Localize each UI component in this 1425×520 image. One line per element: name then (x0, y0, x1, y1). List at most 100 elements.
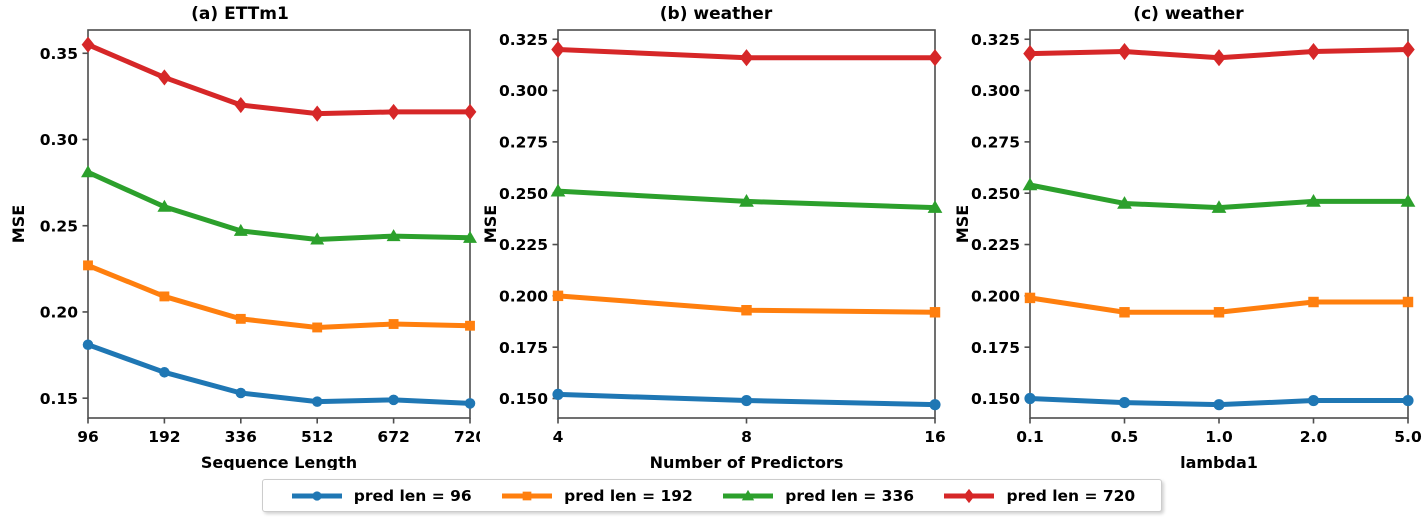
data-point (310, 105, 324, 122)
data-point (552, 290, 564, 302)
data-point (159, 367, 170, 378)
series-line (85, 262, 473, 330)
legend-entry[interactable]: pred len = 336 (720, 486, 914, 506)
data-point (388, 394, 399, 406)
data-point (464, 398, 476, 409)
data-point (463, 103, 477, 120)
data-point (463, 230, 477, 243)
x-axis-title: Sequence Length (201, 453, 357, 470)
panel-a-title: (a) ETTm1 (191, 4, 289, 24)
y-tick-label: 0.250 (499, 185, 548, 203)
x-tick-label: 720 (454, 428, 480, 446)
data-point (1402, 296, 1414, 308)
panel-b-plot: 0.150 0.175 0.200 0.225 0.250 0.275 0.300 0.325… (481, 29, 946, 470)
data-point (1306, 43, 1321, 61)
data-point (1024, 292, 1036, 304)
y-tick-label: 0.275 (499, 133, 548, 151)
x-tick-label: 8 (741, 428, 752, 446)
data-point (157, 199, 172, 212)
y-tick-label: 0.300 (971, 82, 1020, 100)
series-triangle (550, 183, 943, 213)
legend: pred len = 96 pred len = 192 pred len = 33… (262, 479, 1162, 512)
data-point (1307, 394, 1320, 407)
series-diamond (1023, 40, 1415, 67)
legend-marker-diamond-icon (944, 488, 995, 503)
series-circle (82, 339, 476, 409)
y-tick-label: 0.225 (499, 236, 548, 254)
series-line (85, 169, 473, 243)
panel-c-plot: 0.150 0.175 0.200 0.225 0.250 0.275 0.300 0.325… (953, 29, 1422, 470)
series-square (552, 290, 941, 318)
data-point (310, 232, 325, 245)
y-tick-label: 0.20 (40, 304, 78, 322)
y-tick-label: 0.175 (499, 339, 548, 357)
data-point (929, 307, 941, 318)
x-tick-label: 5.0 (1394, 428, 1422, 446)
chart-panel-b: (b) weather 0.150 0.175 0.200 0.225 0.250 0.2… (480, 0, 952, 470)
legend-entry[interactable]: pred len = 720 (941, 486, 1135, 506)
x-axis-title: Number of Predictors (650, 453, 844, 470)
data-point (159, 291, 170, 302)
data-point (1117, 43, 1132, 61)
data-point (465, 320, 475, 331)
data-point (158, 69, 171, 86)
data-point (1213, 307, 1225, 318)
data-point (387, 103, 400, 120)
data-point (311, 396, 323, 407)
data-point (82, 339, 94, 350)
x-tick-label: 1.0 (1205, 428, 1233, 446)
y-tick-label: 0.30 (40, 131, 78, 149)
data-point (1402, 394, 1414, 407)
y-axis-title: MSE (481, 205, 500, 243)
x-tick-label: 96 (77, 428, 99, 446)
series-triangle (81, 165, 477, 245)
series-circle (1024, 392, 1414, 411)
x-tick-label: 2.0 (1300, 428, 1328, 446)
y-tick-label: 0.150 (971, 390, 1020, 408)
panel-a-plot: 0.15 0.20 0.25 0.30 0.35 96 192 336 512 672 720 Seq… (9, 29, 480, 470)
series-line (85, 342, 473, 406)
data-point (83, 260, 93, 271)
legend-marker-circle-icon (291, 490, 342, 501)
data-point (388, 319, 399, 329)
data-point (1212, 49, 1226, 67)
y-tick-label: 0.35 (40, 45, 78, 63)
data-point (81, 36, 95, 53)
data-point (741, 305, 752, 316)
series-square (83, 260, 475, 333)
data-point (386, 229, 401, 242)
chart-panel-a: (a) ETTm1 0.15 0.20 0.25 0.30 0.35 96 192 336 51… (0, 0, 480, 470)
series-circle (552, 388, 941, 411)
legend-entry[interactable]: pred len = 96 (289, 486, 472, 506)
data-point (551, 40, 565, 59)
data-point (740, 394, 753, 407)
series-square (1024, 292, 1414, 318)
data-point (1213, 399, 1225, 411)
legend-entry[interactable]: pred len = 192 (499, 486, 693, 506)
data-point (928, 49, 942, 67)
data-point (1401, 40, 1415, 59)
y-tick-label: 0.25 (40, 217, 78, 235)
y-tick-label: 0.150 (499, 390, 548, 408)
data-point (235, 313, 246, 324)
y-axis-title: MSE (9, 205, 28, 243)
plot-frame (557, 29, 936, 419)
data-point (1118, 397, 1131, 409)
data-point (739, 194, 754, 207)
panel-b-title: (b) weather (659, 4, 773, 24)
y-tick-label: 0.175 (971, 339, 1020, 357)
x-tick-label: 336 (225, 428, 257, 446)
data-point (927, 200, 943, 213)
y-tick-label: 0.325 (971, 31, 1020, 49)
data-point (929, 399, 941, 411)
data-point (1211, 200, 1227, 213)
chart-panel-c: (c) weather 0.150 0.175 0.200 0.225 0.250 0.2… (952, 0, 1425, 470)
panel-c-title: (c) weather (1133, 4, 1244, 24)
data-point (312, 322, 323, 333)
x-tick-label: 192 (148, 428, 180, 446)
data-point (552, 388, 564, 400)
series-triangle (1022, 177, 1416, 213)
data-point (1308, 296, 1319, 308)
legend-marker-square-icon (502, 491, 553, 500)
